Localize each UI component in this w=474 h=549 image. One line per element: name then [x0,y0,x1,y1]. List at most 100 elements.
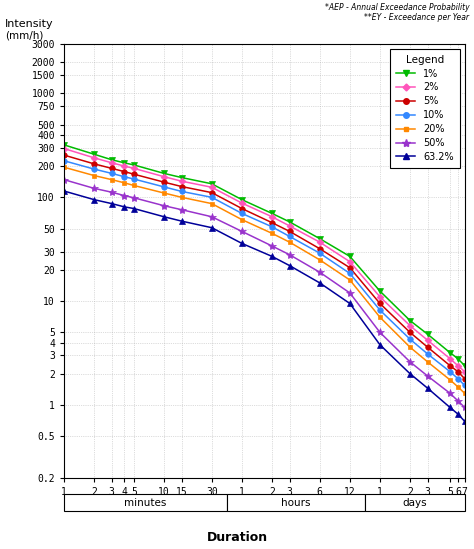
2% [239,200,245,206]
1% [239,197,245,203]
1% [131,161,137,168]
50% [447,390,453,396]
63.2% [179,218,184,225]
2% [317,239,323,245]
10% [91,166,97,172]
20% [377,314,383,321]
10% [121,173,127,180]
1% [317,236,323,242]
10% [425,351,430,357]
50% [179,206,184,213]
5% [179,183,184,190]
1% [61,142,67,148]
2% [377,294,383,300]
50% [269,243,275,249]
Text: minutes: minutes [124,498,166,508]
1% [347,253,353,260]
10% [209,194,215,200]
5% [377,300,383,307]
20% [131,182,137,189]
5% [455,368,461,375]
20% [161,190,167,197]
2% [131,165,137,172]
10% [269,223,275,230]
63.2% [287,262,292,269]
1% [287,219,292,225]
63.2% [109,200,115,207]
2% [455,362,461,369]
2% [407,322,413,329]
1% [91,151,97,158]
1% [377,288,383,294]
20% [239,216,245,223]
1% [121,160,127,166]
20% [61,164,67,171]
20% [209,200,215,207]
Line: 50%: 50% [60,176,469,412]
1% [455,355,461,362]
5% [121,169,127,175]
20% [179,194,184,200]
10% [447,368,453,375]
50% [425,373,430,379]
Text: Intensity: Intensity [5,19,54,29]
63.2% [239,240,245,247]
Text: (mm/h): (mm/h) [5,30,43,40]
10% [161,183,167,190]
50% [239,228,245,234]
Text: Duration: Duration [207,530,267,544]
20% [347,277,353,283]
50% [287,251,292,258]
5% [239,205,245,212]
63.2% [161,214,167,220]
Line: 2%: 2% [62,146,467,374]
2% [287,223,292,229]
20% [455,383,461,390]
5% [109,165,115,172]
63.2% [407,371,413,377]
10% [61,158,67,164]
50% [61,176,67,183]
Legend: 1%, 2%, 5%, 10%, 20%, 50%, 63.2%: 1%, 2%, 5%, 10%, 20%, 50%, 63.2% [390,49,460,167]
Line: 10%: 10% [61,158,467,388]
63.2% [61,188,67,194]
50% [462,404,467,411]
5% [61,152,67,159]
5% [131,171,137,177]
1% [269,210,275,217]
2% [425,337,430,344]
50% [91,185,97,192]
63.2% [347,300,353,307]
20% [121,180,127,186]
1% [407,317,413,324]
10% [347,270,353,277]
10% [131,176,137,182]
2% [121,163,127,169]
2% [209,184,215,191]
20% [287,239,292,245]
1% [447,349,453,356]
50% [131,194,137,201]
FancyBboxPatch shape [365,494,465,512]
5% [287,228,292,234]
2% [447,355,453,362]
50% [209,214,215,220]
20% [109,176,115,183]
63.2% [447,404,453,411]
1% [179,174,184,181]
50% [407,358,413,365]
63.2% [121,204,127,210]
10% [287,233,292,240]
63.2% [131,205,137,212]
20% [447,377,453,383]
2% [347,259,353,265]
2% [109,160,115,166]
50% [455,397,461,404]
5% [447,362,453,369]
63.2% [269,253,275,260]
Line: 63.2%: 63.2% [61,188,468,424]
5% [161,179,167,186]
5% [407,329,413,336]
1% [462,362,467,369]
63.2% [91,197,97,203]
